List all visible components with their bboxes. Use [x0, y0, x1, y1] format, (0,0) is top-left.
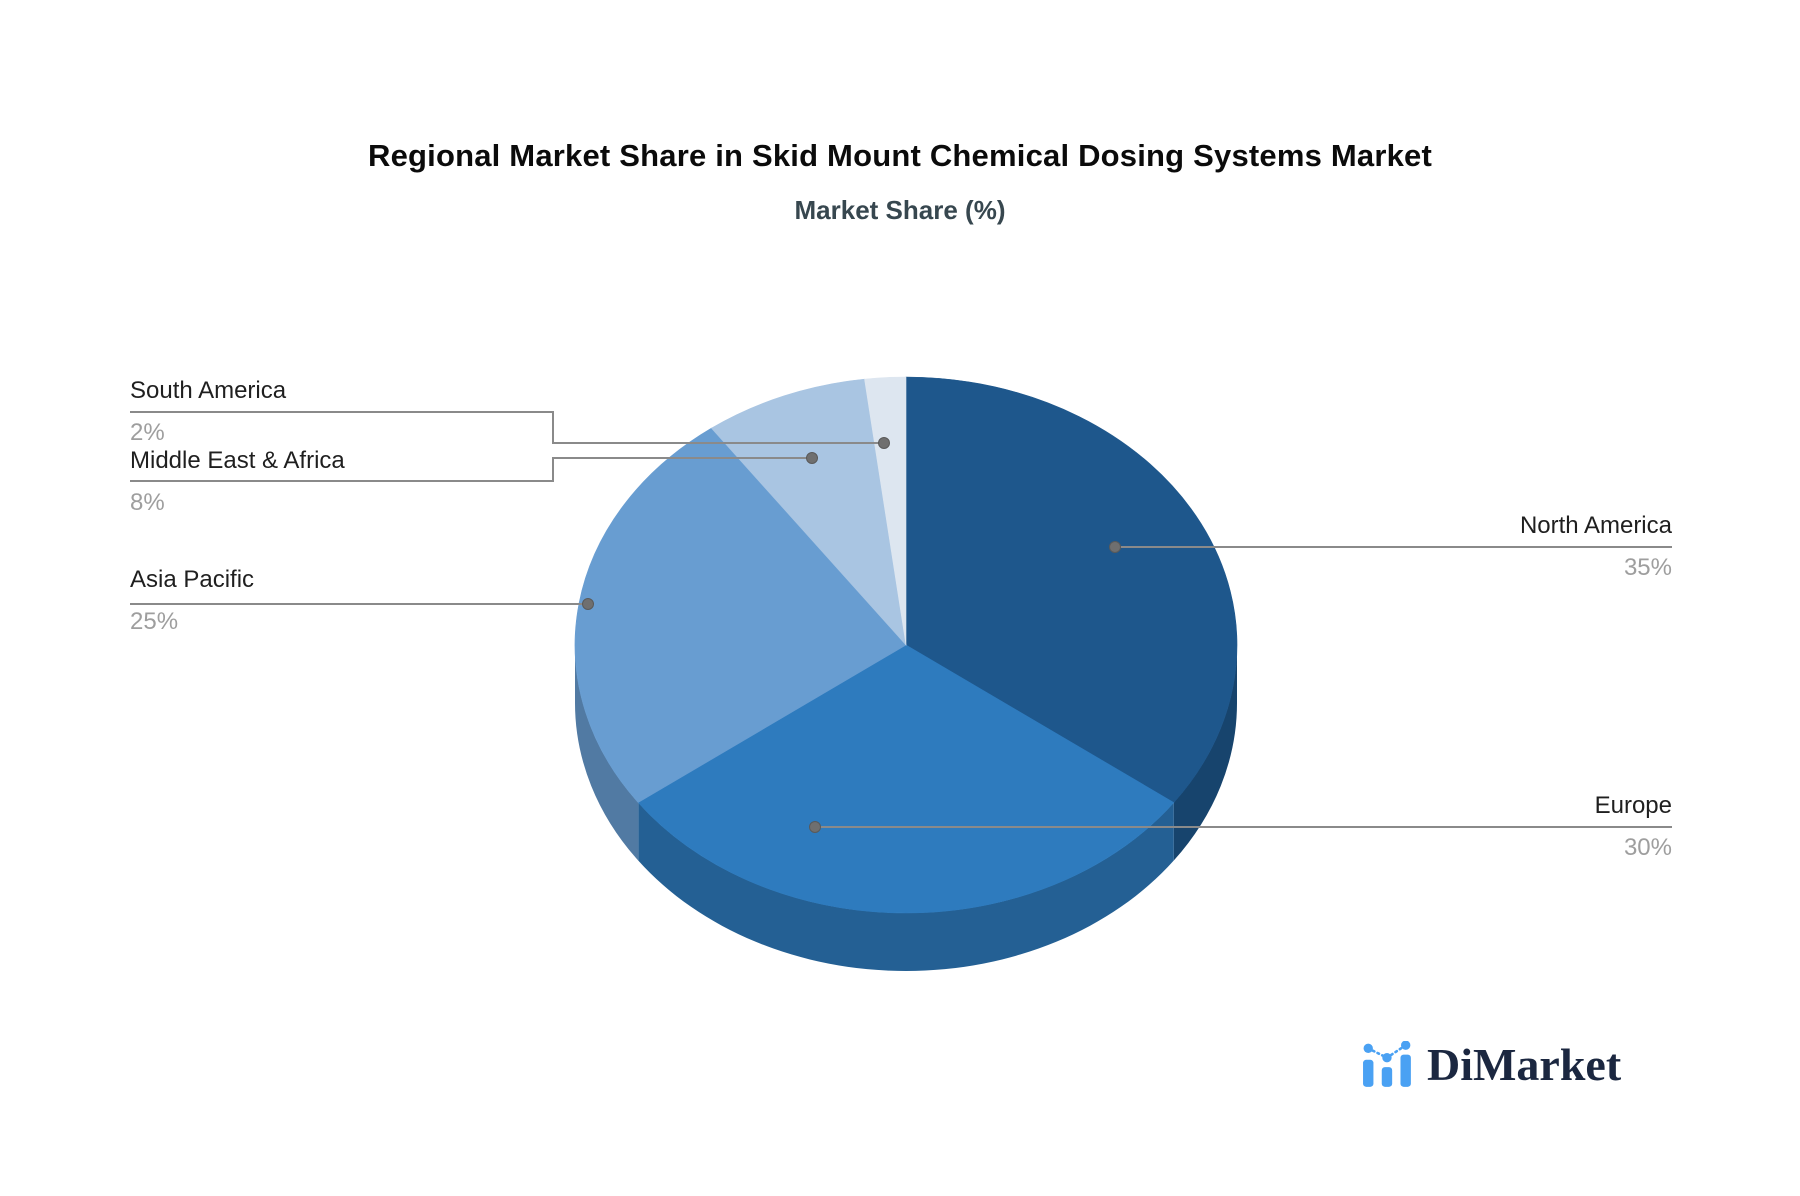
- callout-europe: Europe 30%: [1595, 792, 1672, 862]
- callout-line-south-america: [130, 411, 884, 444]
- slice-label: Middle East & Africa: [130, 447, 345, 474]
- brand-logo: DiMarket: [1362, 1040, 1621, 1090]
- pie-slice-middle-east-africa: [710, 378, 907, 646]
- pie-wall-europe: [638, 802, 1174, 971]
- slice-value: 30%: [1623, 834, 1672, 861]
- callout-dot-europe: [809, 821, 821, 833]
- callout-dot-asia-pacific: [582, 598, 594, 610]
- callout-asia-pacific: Asia Pacific 25%: [130, 566, 254, 636]
- callout-dot-north-america: [1109, 541, 1121, 553]
- bar-line-chart-icon: [1363, 1041, 1411, 1087]
- callout-middle-east-africa: Middle East & Africa 8%: [130, 447, 345, 517]
- pie-slice-europe: [637, 644, 1175, 914]
- pie-slice-north-america: [905, 376, 1238, 803]
- slice-label: Europe: [1594, 792, 1672, 819]
- chart-title: Regional Market Share in Skid Mount Chem…: [367, 138, 1433, 173]
- pie-wall-asia-pacific: [575, 645, 639, 861]
- slice-value: 8%: [130, 489, 165, 516]
- slice-label: South America: [130, 377, 287, 404]
- callout-south-america: South America 2%: [130, 377, 286, 447]
- slice-label: Asia Pacific: [130, 566, 255, 593]
- callout-line-middle-east-africa: [130, 457, 812, 482]
- callout-dot-south-america: [878, 437, 890, 449]
- slice-value: 25%: [130, 608, 179, 635]
- slice-value: 2%: [130, 419, 165, 446]
- brand-logo-text: DiMarket: [1427, 1039, 1622, 1090]
- callout-dot-middle-east-africa: [806, 452, 818, 464]
- slice-label: North America: [1519, 512, 1672, 539]
- slice-value: 35%: [1623, 554, 1672, 581]
- chart-subtitle: Market Share (%): [794, 195, 1006, 225]
- callout-north-america: North America 35%: [1520, 512, 1672, 582]
- pie-wall-north-america: [1173, 645, 1237, 861]
